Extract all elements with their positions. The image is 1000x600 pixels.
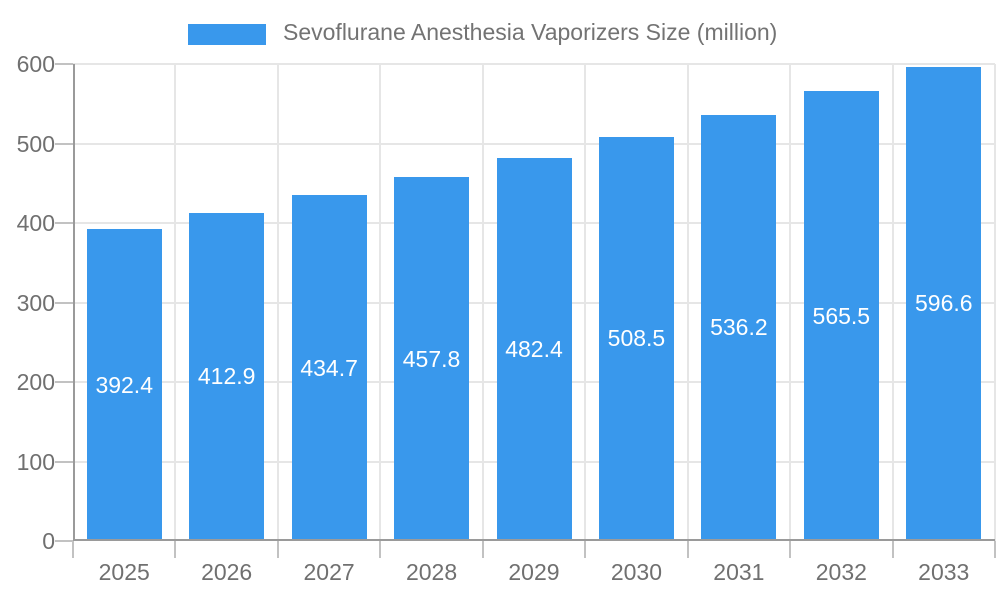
bar-value-label: 596.6 [914, 290, 973, 317]
x-axis-tick-label: 2030 [610, 559, 663, 585]
legend-swatch [188, 23, 266, 45]
gridline-x-1 [174, 64, 177, 541]
y-axis-tick-label: 0 [42, 528, 55, 554]
bar-2031: 536.2 [701, 114, 777, 541]
bar-value-label: 412.9 [197, 363, 256, 390]
legend-label: Sevoflurane Anesthesia Vaporizers Size (… [283, 19, 778, 45]
x-axis-tick [789, 541, 792, 558]
x-axis-line [73, 539, 995, 541]
y-axis-tick-label: 400 [16, 210, 55, 236]
bar-2028: 457.8 [394, 177, 470, 541]
y-axis-tick [55, 540, 73, 542]
gridline-x-7 [789, 64, 792, 541]
gridline-x-8 [891, 64, 894, 541]
bar-value-label: 434.7 [300, 354, 358, 381]
x-axis-tick [994, 541, 996, 558]
y-axis-tick [55, 63, 73, 65]
bar-2032: 565.5 [803, 91, 879, 541]
legend-item[interactable]: Sevoflurane Anesthesia Vaporizers Size (… [188, 18, 777, 46]
x-axis-tick [891, 541, 894, 558]
gridline-x-5 [584, 64, 587, 541]
x-axis-tick-label: 2033 [918, 559, 970, 585]
y-axis-tick-label: 300 [16, 289, 55, 316]
plot-area: 0 100 200 300 400 500 600 392.4 412.9 434.7 457.8 4… [17, 51, 996, 585]
x-axis-tick [72, 541, 74, 558]
x-axis-tick [174, 541, 177, 558]
bar-value-label: 508.5 [607, 325, 666, 352]
gridline-x-2 [276, 64, 279, 541]
gridline-x-3 [379, 64, 382, 541]
x-axis-tick-label: 2029 [508, 559, 560, 585]
bar-value-label: 536.2 [710, 314, 768, 341]
gridline-x-9 [994, 64, 996, 541]
x-axis-tick-label: 2026 [201, 559, 253, 585]
bar-2025: 392.4 [86, 229, 162, 541]
y-axis-tick-label: 500 [16, 130, 55, 157]
bar-2029: 482.4 [496, 157, 572, 541]
bar-value-label: 392.4 [95, 371, 153, 398]
x-axis-tick-label: 2025 [98, 559, 150, 585]
x-axis-tick [276, 541, 279, 558]
gridline-x-6 [686, 64, 689, 541]
bar-value-label: 457.8 [402, 345, 461, 372]
y-axis-tick-label: 600 [16, 51, 55, 77]
x-axis-tick [584, 541, 587, 558]
y-axis-tick [55, 460, 73, 463]
bar-2026: 412.9 [189, 212, 265, 541]
y-axis-line [73, 64, 75, 541]
gridline-y-600 [73, 63, 995, 65]
y-axis-tick-label: 200 [16, 369, 55, 395]
bar-value-label: 565.5 [812, 302, 871, 329]
y-axis-tick [55, 142, 73, 145]
y-axis-tick-label: 100 [16, 448, 55, 475]
bar-2027: 434.7 [291, 195, 367, 541]
y-axis-tick [55, 381, 73, 383]
bar-2033: 596.6 [906, 66, 982, 541]
x-axis-tick [379, 541, 382, 558]
y-axis-tick [55, 222, 73, 224]
x-axis-tick-label: 2027 [303, 559, 355, 585]
x-axis-tick-label: 2028 [405, 559, 458, 585]
y-axis-tick [55, 301, 73, 304]
x-axis-tick [481, 541, 484, 558]
bar-2030: 508.5 [598, 136, 674, 541]
bar-value-label: 482.4 [505, 335, 563, 362]
gridline-x-4 [481, 64, 484, 541]
x-axis-tick [686, 541, 689, 558]
gridline-y-500 [73, 142, 995, 145]
x-axis-tick-label: 2032 [815, 559, 867, 585]
x-axis-tick-label: 2031 [713, 559, 765, 585]
